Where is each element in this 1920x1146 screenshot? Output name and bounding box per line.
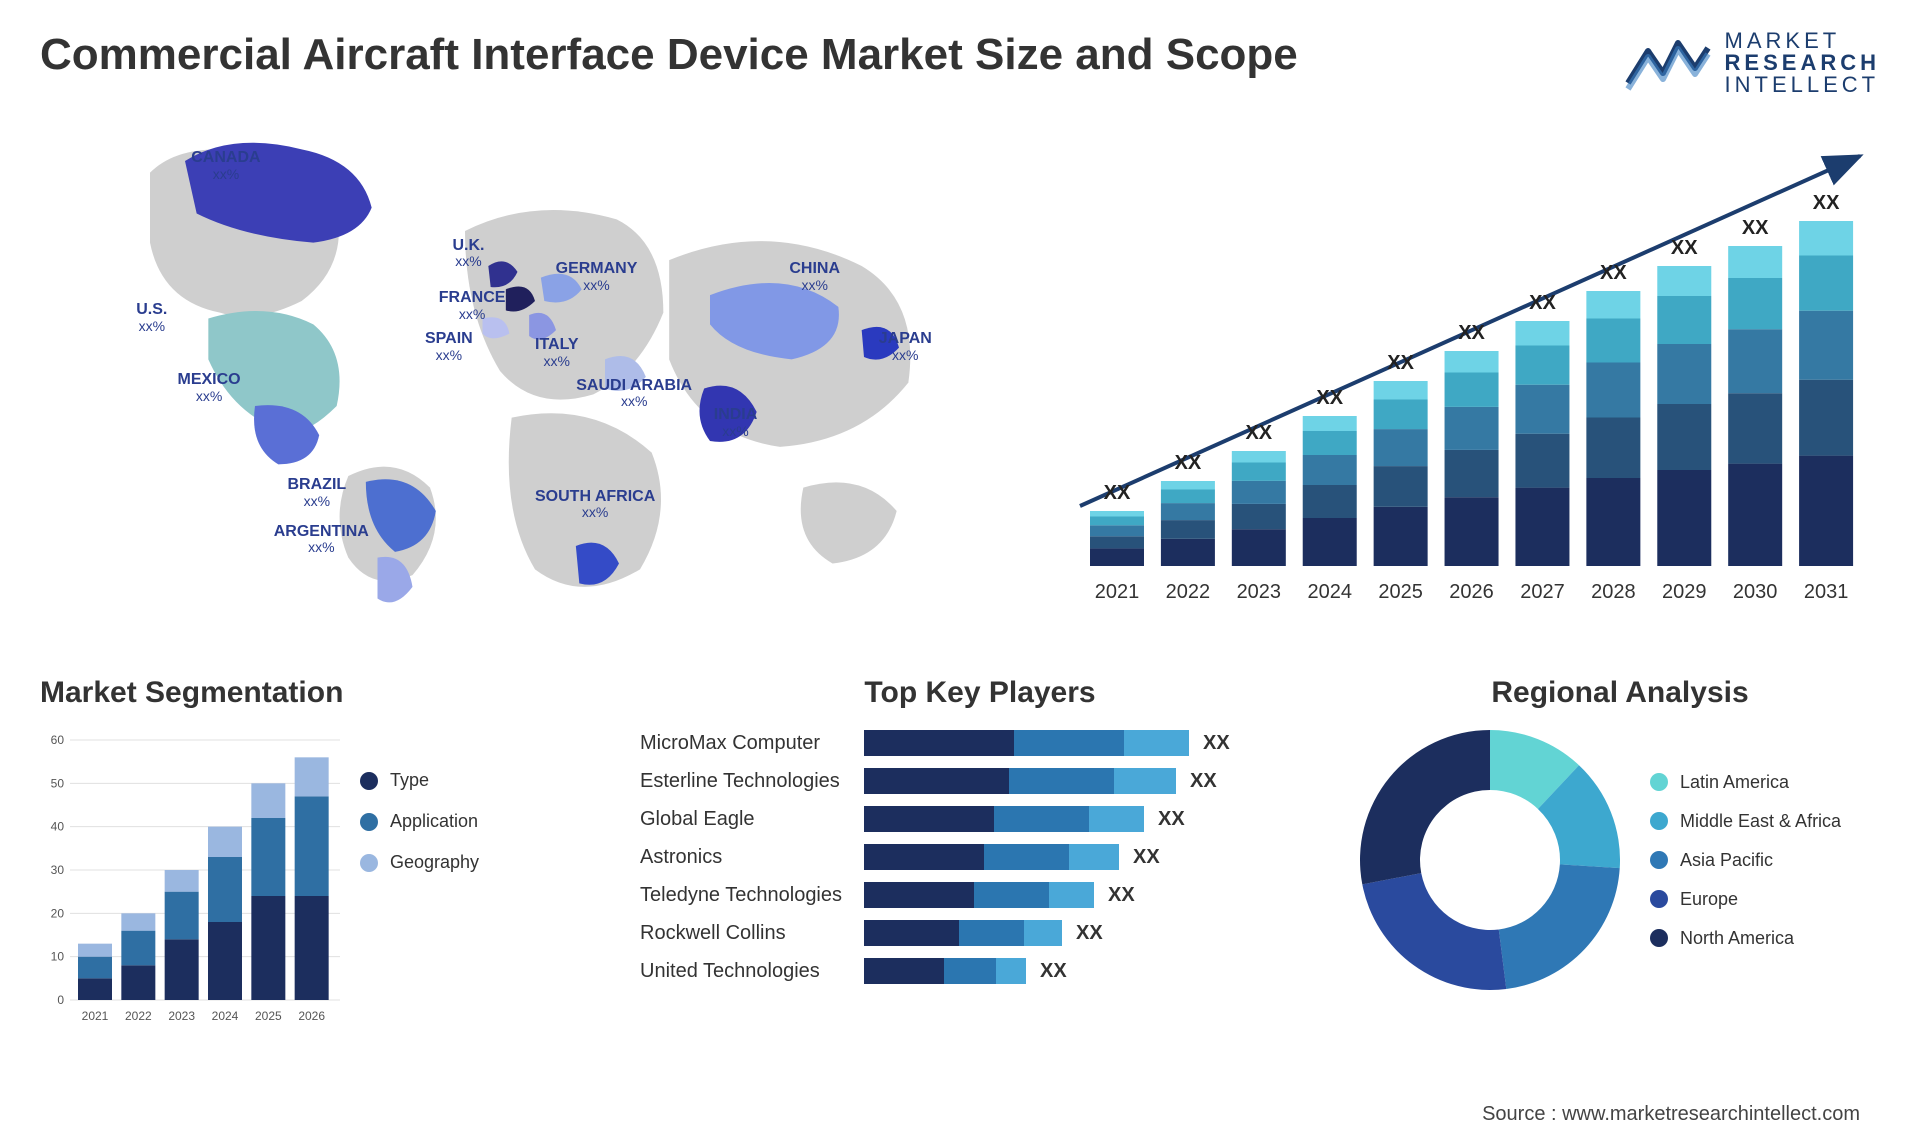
segmentation-bar-chart: 0 10 20 30 40 50 60 2021 2022 2023 2024 2025 2026 bbox=[40, 730, 340, 1030]
svg-text:2026: 2026 bbox=[1449, 581, 1494, 603]
svg-text:20: 20 bbox=[51, 906, 65, 920]
map-label: INDIAxx% bbox=[714, 406, 758, 439]
logo-text-1: MARKET bbox=[1725, 30, 1880, 52]
svg-text:XX: XX bbox=[1671, 237, 1698, 259]
logo-text-2: RESEARCH bbox=[1725, 52, 1880, 74]
regional-title: Regional Analysis bbox=[1360, 676, 1880, 710]
map-label: U.K.xx% bbox=[453, 237, 485, 270]
svg-text:2025: 2025 bbox=[255, 1009, 282, 1023]
legend-item: Geography bbox=[360, 852, 479, 873]
svg-text:2026: 2026 bbox=[298, 1009, 325, 1023]
segmentation-legend: Type Application Geography bbox=[360, 730, 479, 1030]
map-label: SAUDI ARABIAxx% bbox=[576, 377, 692, 410]
legend-item: Application bbox=[360, 811, 479, 832]
player-row: United TechnologiesXX bbox=[640, 958, 1320, 984]
segmentation-panel: Market Segmentation 0 10 20 30 40 50 60 2021 202… bbox=[40, 676, 600, 1076]
svg-text:2022: 2022 bbox=[125, 1009, 152, 1023]
svg-text:XX: XX bbox=[1387, 352, 1414, 374]
legend-item: Type bbox=[360, 770, 479, 791]
svg-text:XX: XX bbox=[1104, 482, 1131, 504]
svg-text:2024: 2024 bbox=[212, 1009, 239, 1023]
map-label: CHINAxx% bbox=[789, 260, 840, 293]
svg-text:10: 10 bbox=[51, 950, 65, 964]
regional-panel: Regional Analysis Latin America Middle Ea… bbox=[1360, 676, 1880, 1076]
key-players-title: Top Key Players bbox=[640, 676, 1320, 710]
map-label: MEXICOxx% bbox=[177, 371, 240, 404]
brand-logo: MARKET RESEARCH INTELLECT bbox=[1623, 30, 1880, 96]
key-players-list: MicroMax ComputerXX Esterline Technologie… bbox=[640, 730, 1320, 984]
regional-legend: Latin America Middle East & Africa Asia Pa… bbox=[1650, 772, 1841, 949]
svg-text:2024: 2024 bbox=[1307, 581, 1352, 603]
map-label: ITALYxx% bbox=[535, 336, 579, 369]
legend-item: North America bbox=[1650, 928, 1841, 949]
legend-item: Europe bbox=[1650, 889, 1841, 910]
player-row: MicroMax ComputerXX bbox=[640, 730, 1320, 756]
segmentation-title: Market Segmentation bbox=[40, 676, 600, 710]
world-map-panel: CANADAxx% U.S.xx% MEXICOxx% BRAZILxx% ARGENT… bbox=[40, 126, 1030, 616]
map-label: CANADAxx% bbox=[191, 149, 260, 182]
svg-text:2029: 2029 bbox=[1662, 581, 1707, 603]
legend-item: Asia Pacific bbox=[1650, 850, 1841, 871]
map-label: FRANCExx% bbox=[439, 289, 506, 322]
growth-chart-panel: XX 2021 XX 2022 XX 2023 XX 2024 XX 2025 XX 2026 XX 20… bbox=[1060, 126, 1880, 616]
logo-text-3: INTELLECT bbox=[1725, 74, 1880, 96]
key-players-panel: Top Key Players MicroMax ComputerXX Ester… bbox=[640, 676, 1320, 1076]
svg-text:XX: XX bbox=[1458, 322, 1485, 344]
svg-text:XX: XX bbox=[1175, 452, 1202, 474]
map-label: SPAINxx% bbox=[425, 330, 473, 363]
map-label: U.S.xx% bbox=[136, 301, 167, 334]
svg-text:XX: XX bbox=[1813, 192, 1840, 214]
svg-text:XX: XX bbox=[1316, 387, 1343, 409]
map-label: SOUTH AFRICAxx% bbox=[535, 488, 655, 521]
svg-text:40: 40 bbox=[51, 820, 65, 834]
svg-text:2022: 2022 bbox=[1166, 581, 1211, 603]
player-row: Global EagleXX bbox=[640, 806, 1320, 832]
svg-text:2021: 2021 bbox=[1095, 581, 1140, 603]
svg-text:XX: XX bbox=[1600, 262, 1627, 284]
svg-text:2025: 2025 bbox=[1378, 581, 1423, 603]
svg-text:50: 50 bbox=[51, 776, 65, 790]
svg-text:30: 30 bbox=[51, 863, 65, 877]
svg-text:XX: XX bbox=[1529, 292, 1556, 314]
logo-icon bbox=[1623, 33, 1713, 93]
player-row: Esterline TechnologiesXX bbox=[640, 768, 1320, 794]
map-label: ARGENTINAxx% bbox=[274, 523, 369, 556]
player-row: Rockwell CollinsXX bbox=[640, 920, 1320, 946]
source-label: Source : www.marketresearchintellect.com bbox=[1482, 1103, 1860, 1126]
svg-text:XX: XX bbox=[1742, 217, 1769, 239]
svg-text:60: 60 bbox=[51, 733, 65, 747]
player-row: AstronicsXX bbox=[640, 844, 1320, 870]
map-label: GERMANYxx% bbox=[556, 260, 638, 293]
growth-bar-chart: XX 2021 XX 2022 XX 2023 XX 2024 XX 2025 XX 2026 XX 20… bbox=[1060, 126, 1880, 616]
svg-text:2023: 2023 bbox=[1237, 581, 1282, 603]
map-label: BRAZILxx% bbox=[288, 476, 347, 509]
legend-item: Latin America bbox=[1650, 772, 1841, 793]
svg-text:2031: 2031 bbox=[1804, 581, 1849, 603]
regional-donut-chart bbox=[1360, 730, 1620, 990]
page-title: Commercial Aircraft Interface Device Mar… bbox=[40, 30, 1298, 80]
svg-text:2023: 2023 bbox=[168, 1009, 195, 1023]
svg-text:XX: XX bbox=[1245, 422, 1272, 444]
player-row: Teledyne TechnologiesXX bbox=[640, 882, 1320, 908]
svg-text:2028: 2028 bbox=[1591, 581, 1636, 603]
legend-item: Middle East & Africa bbox=[1650, 811, 1841, 832]
map-label: JAPANxx% bbox=[879, 330, 932, 363]
svg-text:0: 0 bbox=[57, 993, 64, 1007]
svg-text:2027: 2027 bbox=[1520, 581, 1565, 603]
svg-text:2030: 2030 bbox=[1733, 581, 1778, 603]
svg-text:2021: 2021 bbox=[82, 1009, 109, 1023]
